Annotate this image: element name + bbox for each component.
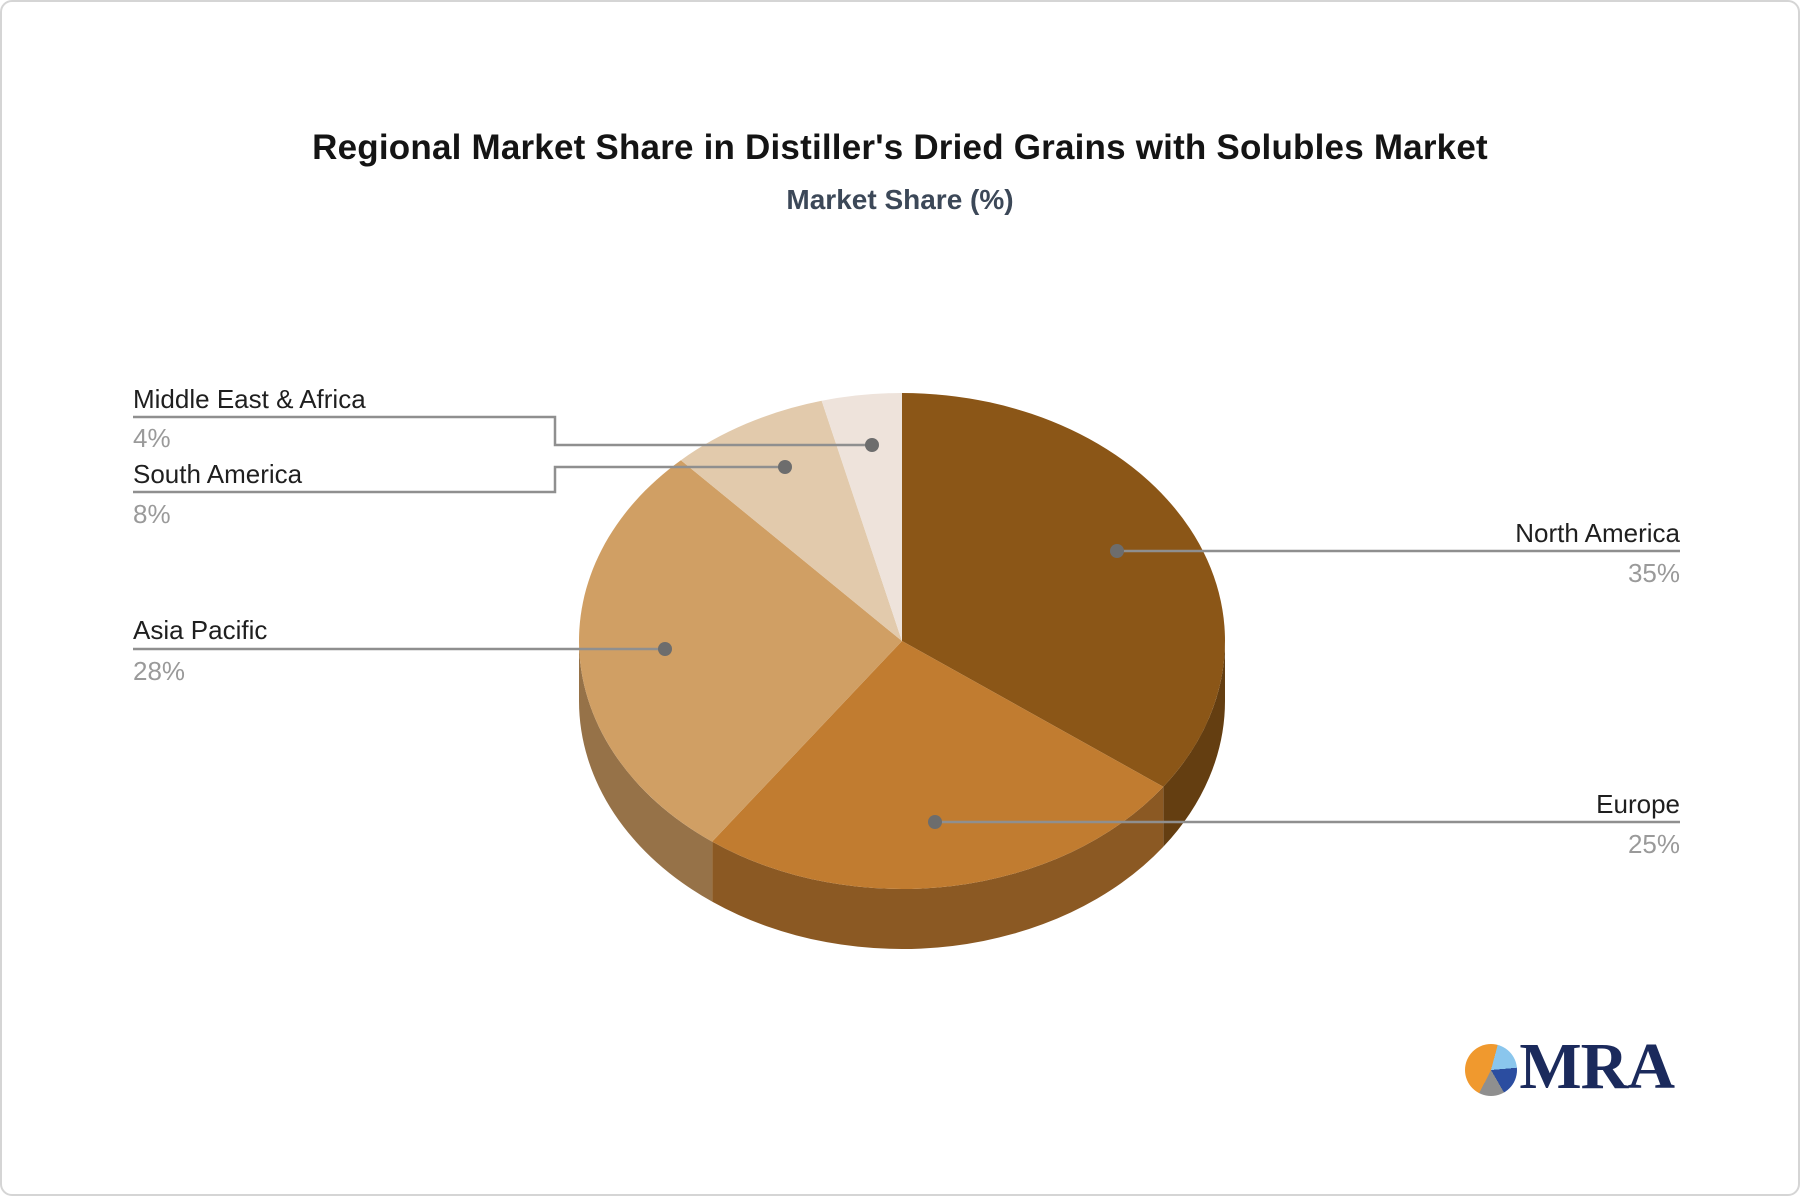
slice-percent-north-america: 35% [1627,558,1680,588]
pie-slice-north-america[interactable] [902,393,1225,787]
connector-dot [928,815,942,829]
slice-percent-middle-east-africa: 4% [133,423,171,453]
pie-slice-europe[interactable] [712,641,1164,889]
connector-dot [658,642,672,656]
pie-slice-side-europe [712,786,1164,949]
connector-line [133,415,872,447]
pie-slice-south-america[interactable] [680,400,902,641]
mra-logo-pie-icon [1465,1044,1518,1096]
mra-logo: MRA [1465,1030,1675,1103]
chart-subtitle: Market Share (%) [786,184,1014,215]
slice-label-asia-pacific: Asia Pacific [133,615,268,645]
slice-percent-asia-pacific: 28% [133,656,186,686]
connector-line [133,465,785,494]
slice-label-south-america: South America [133,459,303,489]
pie-slice-side-north-america [1163,641,1225,847]
pie-slice-middle-east-africa[interactable] [821,393,902,641]
chart-title: Regional Market Share in Distiller's Dri… [312,128,1488,167]
slice-percent-south-america: 8% [133,499,171,529]
connector-dot [1110,544,1124,558]
connector-dot [778,460,792,474]
slice-label-europe: Europe [1596,789,1680,819]
mra-logo-text: MRA [1519,1030,1675,1103]
slice-label-north-america: North America [1515,518,1680,548]
connector-dot [865,438,879,452]
pie-slice-side-asia-pacific [579,641,713,902]
pie-slice-asia-pacific[interactable] [579,460,902,842]
slice-percent-europe: 25% [1627,829,1680,859]
slice-label-middle-east-africa: Middle East & Africa [133,384,366,414]
